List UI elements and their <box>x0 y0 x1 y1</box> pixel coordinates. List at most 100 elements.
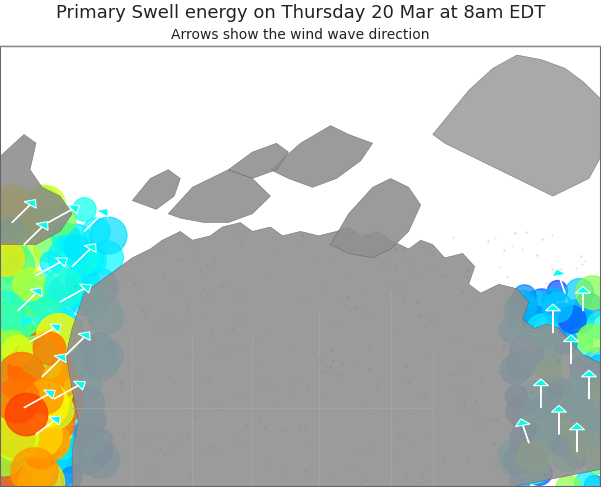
Point <box>468 405 477 412</box>
Text: Primary Swell energy on Thursday 20 Mar at 8am EDT: Primary Swell energy on Thursday 20 Mar … <box>56 4 545 22</box>
Point <box>230 435 239 443</box>
Point <box>24 365 34 373</box>
Point <box>561 470 571 478</box>
Point <box>128 383 138 391</box>
Point <box>34 458 44 466</box>
Point <box>160 316 169 323</box>
Point <box>459 398 469 406</box>
Point <box>17 253 26 261</box>
Point <box>596 367 601 375</box>
Point <box>451 338 461 346</box>
Point <box>101 352 111 359</box>
Point <box>1 306 11 314</box>
Point <box>68 429 78 437</box>
Point <box>235 391 245 399</box>
Point <box>499 339 509 347</box>
Point <box>10 208 20 216</box>
Point <box>209 442 218 450</box>
Point <box>401 283 411 291</box>
Point <box>390 262 400 270</box>
Point <box>364 342 374 350</box>
Point <box>506 448 516 455</box>
Point <box>531 428 540 436</box>
Point <box>572 459 581 467</box>
Point <box>219 280 228 287</box>
FancyArrow shape <box>18 288 42 311</box>
Point <box>257 383 266 391</box>
Point <box>288 342 298 350</box>
Point <box>117 483 127 487</box>
Point <box>57 364 67 372</box>
Point <box>515 316 525 323</box>
Point <box>491 460 501 468</box>
Point <box>31 377 40 385</box>
Point <box>120 276 130 283</box>
Point <box>155 446 165 453</box>
Point <box>248 341 257 349</box>
Point <box>209 257 218 265</box>
Point <box>134 401 144 409</box>
Point <box>85 317 95 324</box>
Point <box>9 354 19 362</box>
Point <box>294 425 304 432</box>
Point <box>211 448 221 455</box>
Point <box>537 402 546 410</box>
Point <box>55 215 65 223</box>
Polygon shape <box>270 126 373 187</box>
Point <box>562 451 572 459</box>
Point <box>548 431 558 439</box>
Point <box>385 370 394 377</box>
Point <box>328 357 338 365</box>
Point <box>70 473 79 481</box>
Point <box>302 383 311 391</box>
Point <box>576 252 585 260</box>
Point <box>554 356 563 364</box>
Point <box>324 255 334 262</box>
Point <box>104 448 114 456</box>
Point <box>33 430 43 438</box>
Point <box>420 250 430 258</box>
Point <box>537 235 547 243</box>
FancyArrow shape <box>84 208 108 231</box>
Point <box>559 337 569 345</box>
Point <box>511 365 520 373</box>
Point <box>13 339 22 347</box>
Point <box>515 475 525 483</box>
Point <box>362 290 371 298</box>
Point <box>25 280 34 287</box>
Polygon shape <box>433 55 601 196</box>
Point <box>26 360 36 368</box>
Point <box>1 254 11 262</box>
Point <box>386 418 396 426</box>
FancyArrow shape <box>552 406 566 434</box>
Point <box>85 398 94 406</box>
Point <box>96 449 106 457</box>
Point <box>333 372 343 379</box>
Point <box>412 298 422 306</box>
Point <box>578 423 588 431</box>
Point <box>79 357 88 365</box>
Point <box>492 415 501 423</box>
Point <box>8 338 18 346</box>
Point <box>169 378 179 386</box>
Point <box>412 271 421 279</box>
Point <box>493 369 503 376</box>
Point <box>40 346 49 354</box>
Point <box>316 368 326 376</box>
Point <box>10 433 19 441</box>
Point <box>593 354 601 361</box>
Point <box>524 408 534 416</box>
Point <box>17 400 27 408</box>
Point <box>200 285 209 293</box>
Point <box>27 458 37 466</box>
Point <box>471 345 480 353</box>
Point <box>589 481 599 487</box>
Point <box>32 351 42 358</box>
Point <box>8 245 18 253</box>
Point <box>575 288 584 296</box>
Point <box>242 421 252 429</box>
Point <box>587 288 597 296</box>
Point <box>219 348 229 356</box>
Point <box>483 344 493 352</box>
Point <box>595 412 601 419</box>
